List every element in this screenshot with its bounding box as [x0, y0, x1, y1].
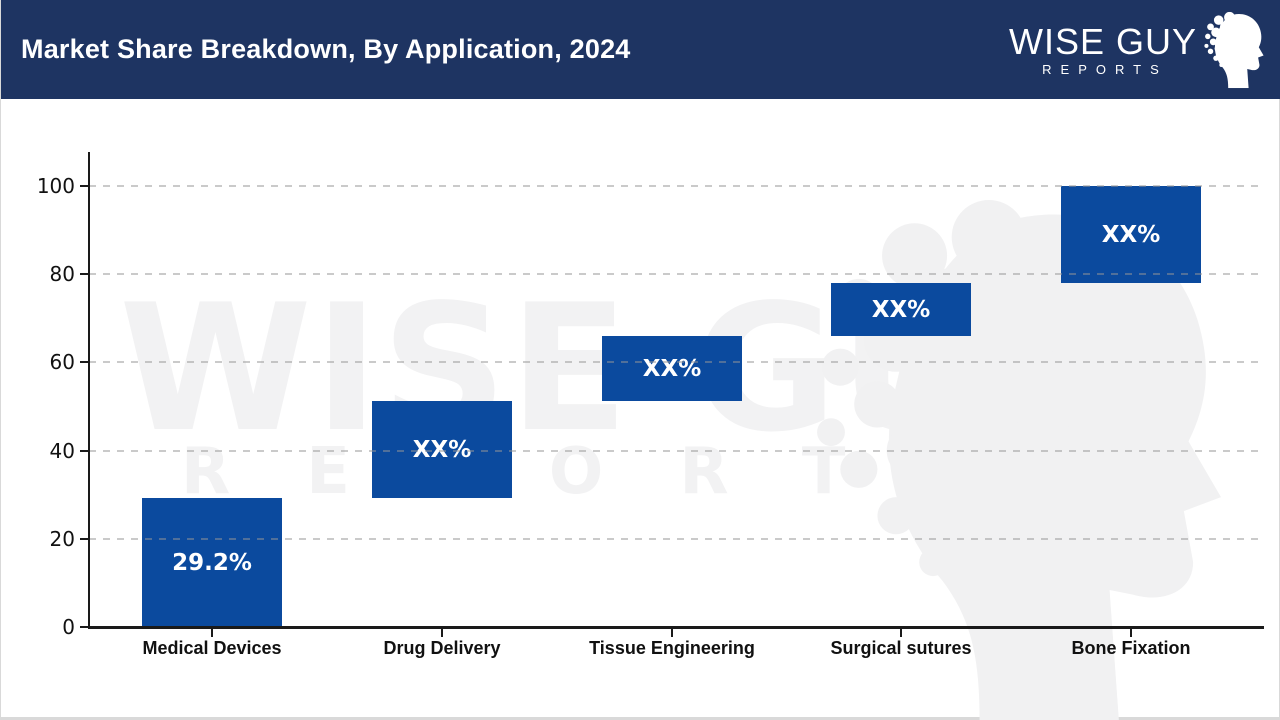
gridline-20: [89, 537, 1263, 540]
bar-bone-fixation: XX%: [1061, 186, 1201, 284]
y-tick-mark: [80, 273, 89, 276]
y-tick-mark: [80, 185, 89, 187]
logo-wiseguy-text: WISE GUY: [1008, 21, 1197, 62]
bar-tissue-engineering: XX%: [602, 336, 742, 402]
bar-value-label: XX%: [1101, 221, 1161, 248]
y-tick-mark: [80, 626, 89, 628]
x-tick-mark: [441, 629, 443, 637]
x-category-label: Drug Delivery: [383, 638, 501, 658]
y-tick-label: 0: [62, 615, 75, 639]
y-tick-label: 80: [49, 262, 75, 287]
bar-surgical-sutures: XX%: [831, 283, 971, 337]
x-axis-spine: [88, 626, 1264, 629]
gridline-40: [89, 449, 1263, 452]
y-tick-label: 60: [49, 350, 75, 375]
y-tick-label: 40: [49, 438, 75, 463]
x-category-label: Surgical sutures: [830, 638, 972, 658]
x-tick-mark: [1130, 629, 1132, 637]
page-title: Market Share Breakdown, By Application, …: [21, 34, 631, 64]
y-tick-mark: [80, 449, 89, 452]
y-tick-mark: [80, 537, 89, 540]
x-category-label: Tissue Engineering: [589, 638, 755, 658]
wiseguy-head-icon: [1201, 11, 1269, 89]
y-tick-label: 20: [49, 526, 75, 551]
x-category-label: Medical Devices: [142, 638, 282, 658]
x-tick-mark: [900, 629, 902, 637]
x-tick-mark: [671, 629, 673, 637]
bar-value-label: XX%: [642, 355, 702, 382]
gridline-60: [89, 361, 1263, 364]
y-tick-label: 100: [36, 174, 75, 198]
logo-reports-text: REPORTS: [1042, 62, 1168, 77]
bar-medical-devices: 29.2%: [142, 498, 282, 627]
bar-value-label: XX%: [871, 296, 931, 323]
x-tick-mark: [211, 629, 213, 637]
wiseguy-logo: WISE GUY REPORTS: [1009, 8, 1269, 92]
header-bar: Market Share Breakdown, By Application, …: [1, 0, 1280, 99]
bar-value-label: 29.2%: [172, 549, 252, 576]
gridline-100: [89, 185, 1263, 187]
y-axis-spine: [88, 152, 90, 629]
gridline-80: [89, 273, 1263, 276]
y-tick-mark: [80, 361, 89, 364]
x-category-label: Bone Fixation: [1071, 638, 1191, 658]
